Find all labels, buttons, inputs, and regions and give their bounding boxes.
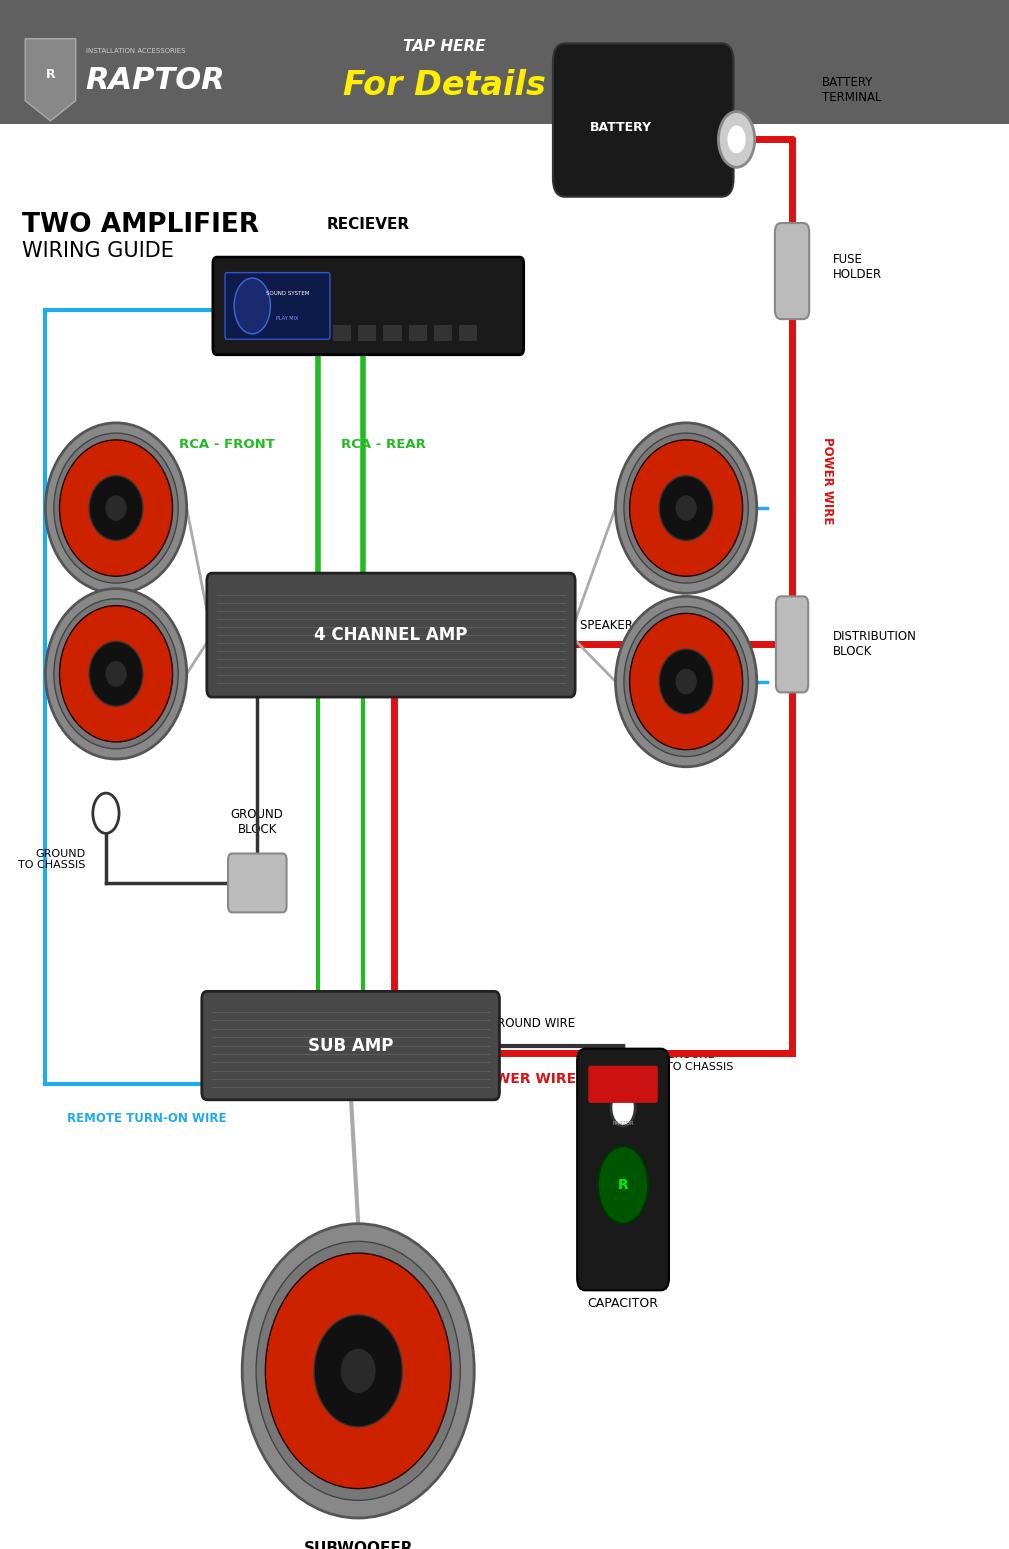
Bar [0, 0, 1009, 124]
Ellipse shape [676, 496, 696, 520]
FancyBboxPatch shape [776, 596, 808, 692]
Bar [434, 325, 452, 341]
Ellipse shape [45, 423, 187, 593]
Ellipse shape [624, 607, 749, 756]
Text: SPEAKER WIRE: SPEAKER WIRE [580, 620, 667, 632]
Ellipse shape [53, 599, 179, 748]
Text: BATTERY
TERMINAL: BATTERY TERMINAL [822, 76, 882, 104]
Text: DISTRIBUTION
BLOCK: DISTRIBUTION BLOCK [832, 630, 916, 658]
FancyBboxPatch shape [553, 43, 734, 197]
Text: R: R [45, 68, 55, 81]
FancyBboxPatch shape [207, 573, 575, 697]
Circle shape [727, 125, 746, 153]
Ellipse shape [630, 440, 743, 576]
Circle shape [610, 1089, 635, 1126]
FancyBboxPatch shape [577, 1049, 669, 1290]
Text: RAPTOR: RAPTOR [612, 1120, 634, 1126]
Text: POWER WIRE: POWER WIRE [821, 437, 833, 524]
Bar [333, 325, 351, 341]
Ellipse shape [265, 1253, 451, 1489]
Ellipse shape [256, 1241, 460, 1501]
FancyBboxPatch shape [228, 853, 287, 912]
Text: CAPACITOR: CAPACITOR [587, 1297, 659, 1309]
Text: GROUND WIRE: GROUND WIRE [488, 1018, 575, 1030]
Ellipse shape [314, 1315, 403, 1427]
Ellipse shape [53, 434, 179, 582]
Ellipse shape [106, 496, 127, 520]
Ellipse shape [630, 613, 743, 750]
Text: WIRING GUIDE: WIRING GUIDE [22, 242, 175, 260]
Text: TWO AMPLIFIER: TWO AMPLIFIER [22, 212, 259, 237]
Ellipse shape [624, 434, 749, 582]
FancyBboxPatch shape [202, 991, 499, 1100]
Text: REMOTE TURN-ON WIRE: REMOTE TURN-ON WIRE [67, 1112, 226, 1125]
Text: RECIEVER: RECIEVER [327, 217, 410, 232]
Circle shape [234, 279, 270, 335]
Ellipse shape [659, 476, 713, 541]
Text: GROUND
BLOCK: GROUND BLOCK [231, 809, 284, 836]
FancyBboxPatch shape [213, 257, 524, 355]
Ellipse shape [341, 1349, 375, 1393]
FancyBboxPatch shape [775, 223, 809, 319]
Text: GROUND
TO CHASSIS: GROUND TO CHASSIS [666, 1050, 734, 1072]
Bar [459, 325, 477, 341]
Text: SUBWOOFER: SUBWOOFER [304, 1541, 413, 1549]
Text: BATTERY: BATTERY [589, 121, 652, 133]
Text: 4 CHANNEL AMP: 4 CHANNEL AMP [314, 626, 468, 644]
Text: INSTALLATION ACCESSORIES: INSTALLATION ACCESSORIES [86, 48, 186, 54]
Ellipse shape [60, 606, 173, 742]
Ellipse shape [615, 423, 757, 593]
Ellipse shape [60, 440, 173, 576]
Text: RAPTOR: RAPTOR [86, 67, 225, 94]
Text: TAP HERE: TAP HERE [403, 39, 485, 54]
Text: RCA - REAR: RCA - REAR [341, 438, 426, 451]
Ellipse shape [106, 661, 127, 686]
Bar [358, 325, 376, 341]
Circle shape [597, 1146, 648, 1224]
Text: GROUND
TO CHASSIS: GROUND TO CHASSIS [18, 849, 86, 871]
Text: For Details: For Details [342, 68, 546, 102]
FancyBboxPatch shape [588, 1066, 658, 1103]
Ellipse shape [242, 1224, 474, 1518]
Ellipse shape [89, 476, 143, 541]
Text: FUSE
HOLDER: FUSE HOLDER [832, 252, 882, 282]
Circle shape [718, 112, 755, 167]
Text: RCA - FRONT: RCA - FRONT [179, 438, 275, 451]
Ellipse shape [45, 589, 187, 759]
Text: PLAY MIX: PLAY MIX [276, 316, 299, 321]
Circle shape [93, 793, 119, 833]
Ellipse shape [615, 596, 757, 767]
Bar [409, 325, 427, 341]
Text: R: R [618, 1177, 629, 1193]
Text: SUB AMP: SUB AMP [308, 1036, 394, 1055]
Bar [383, 325, 402, 341]
Text: POWER WIRE: POWER WIRE [473, 1072, 576, 1086]
Polygon shape [25, 39, 76, 121]
Ellipse shape [676, 669, 696, 694]
Text: SOUND SYSTEM: SOUND SYSTEM [266, 291, 309, 296]
FancyBboxPatch shape [225, 273, 330, 339]
Ellipse shape [659, 649, 713, 714]
Ellipse shape [89, 641, 143, 706]
